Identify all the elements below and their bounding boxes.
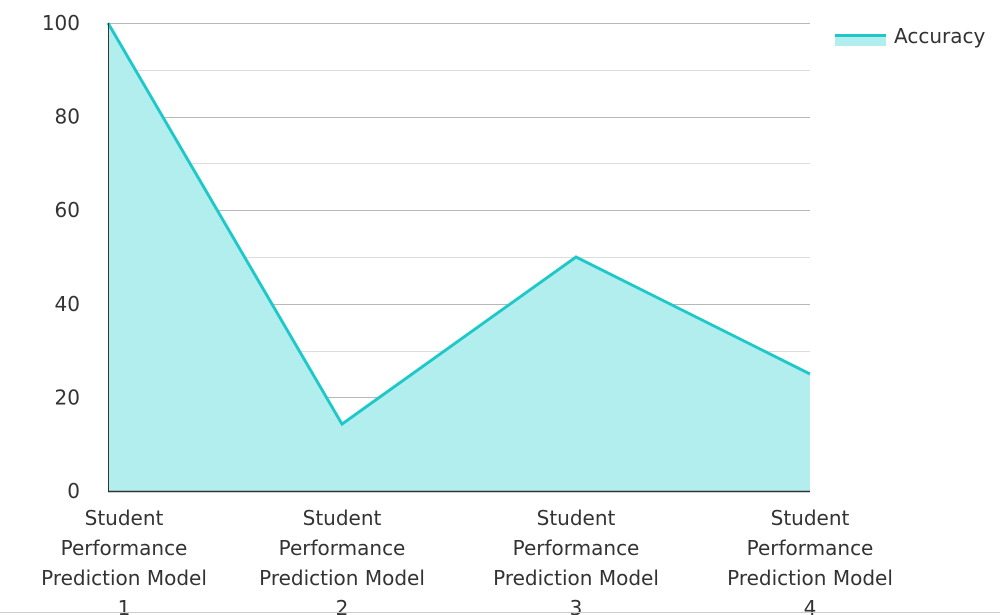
legend-swatch-fill (835, 37, 886, 46)
y-tick-label: 60 (55, 198, 80, 222)
x-tick-label: Student Performance Prediction Model 3 (493, 506, 659, 615)
axes (108, 23, 810, 493)
plot-area (106, 22, 811, 491)
x-tick-label: Student Performance Prediction Model 4 (727, 506, 893, 615)
y-tick-label: 20 (55, 385, 80, 409)
x-axis-ticks: Student Performance Prediction Model 1 Stude… (41, 506, 893, 615)
x-tick-label: Student Performance Prediction Model 1 (41, 506, 207, 615)
area-fill (108, 23, 810, 491)
y-axis-ticks: 0 20 40 60 80 100 (42, 11, 80, 503)
y-tick-label: 100 (42, 11, 80, 35)
x-tick-label: Student Performance Prediction Model 2 (259, 506, 425, 615)
legend: Accuracy (835, 24, 985, 48)
legend-label: Accuracy (894, 24, 985, 48)
series-line (106, 22, 811, 427)
y-tick-label: 80 (55, 105, 80, 129)
y-tick-label: 40 (55, 292, 80, 316)
y-tick-label: 0 (67, 479, 80, 503)
